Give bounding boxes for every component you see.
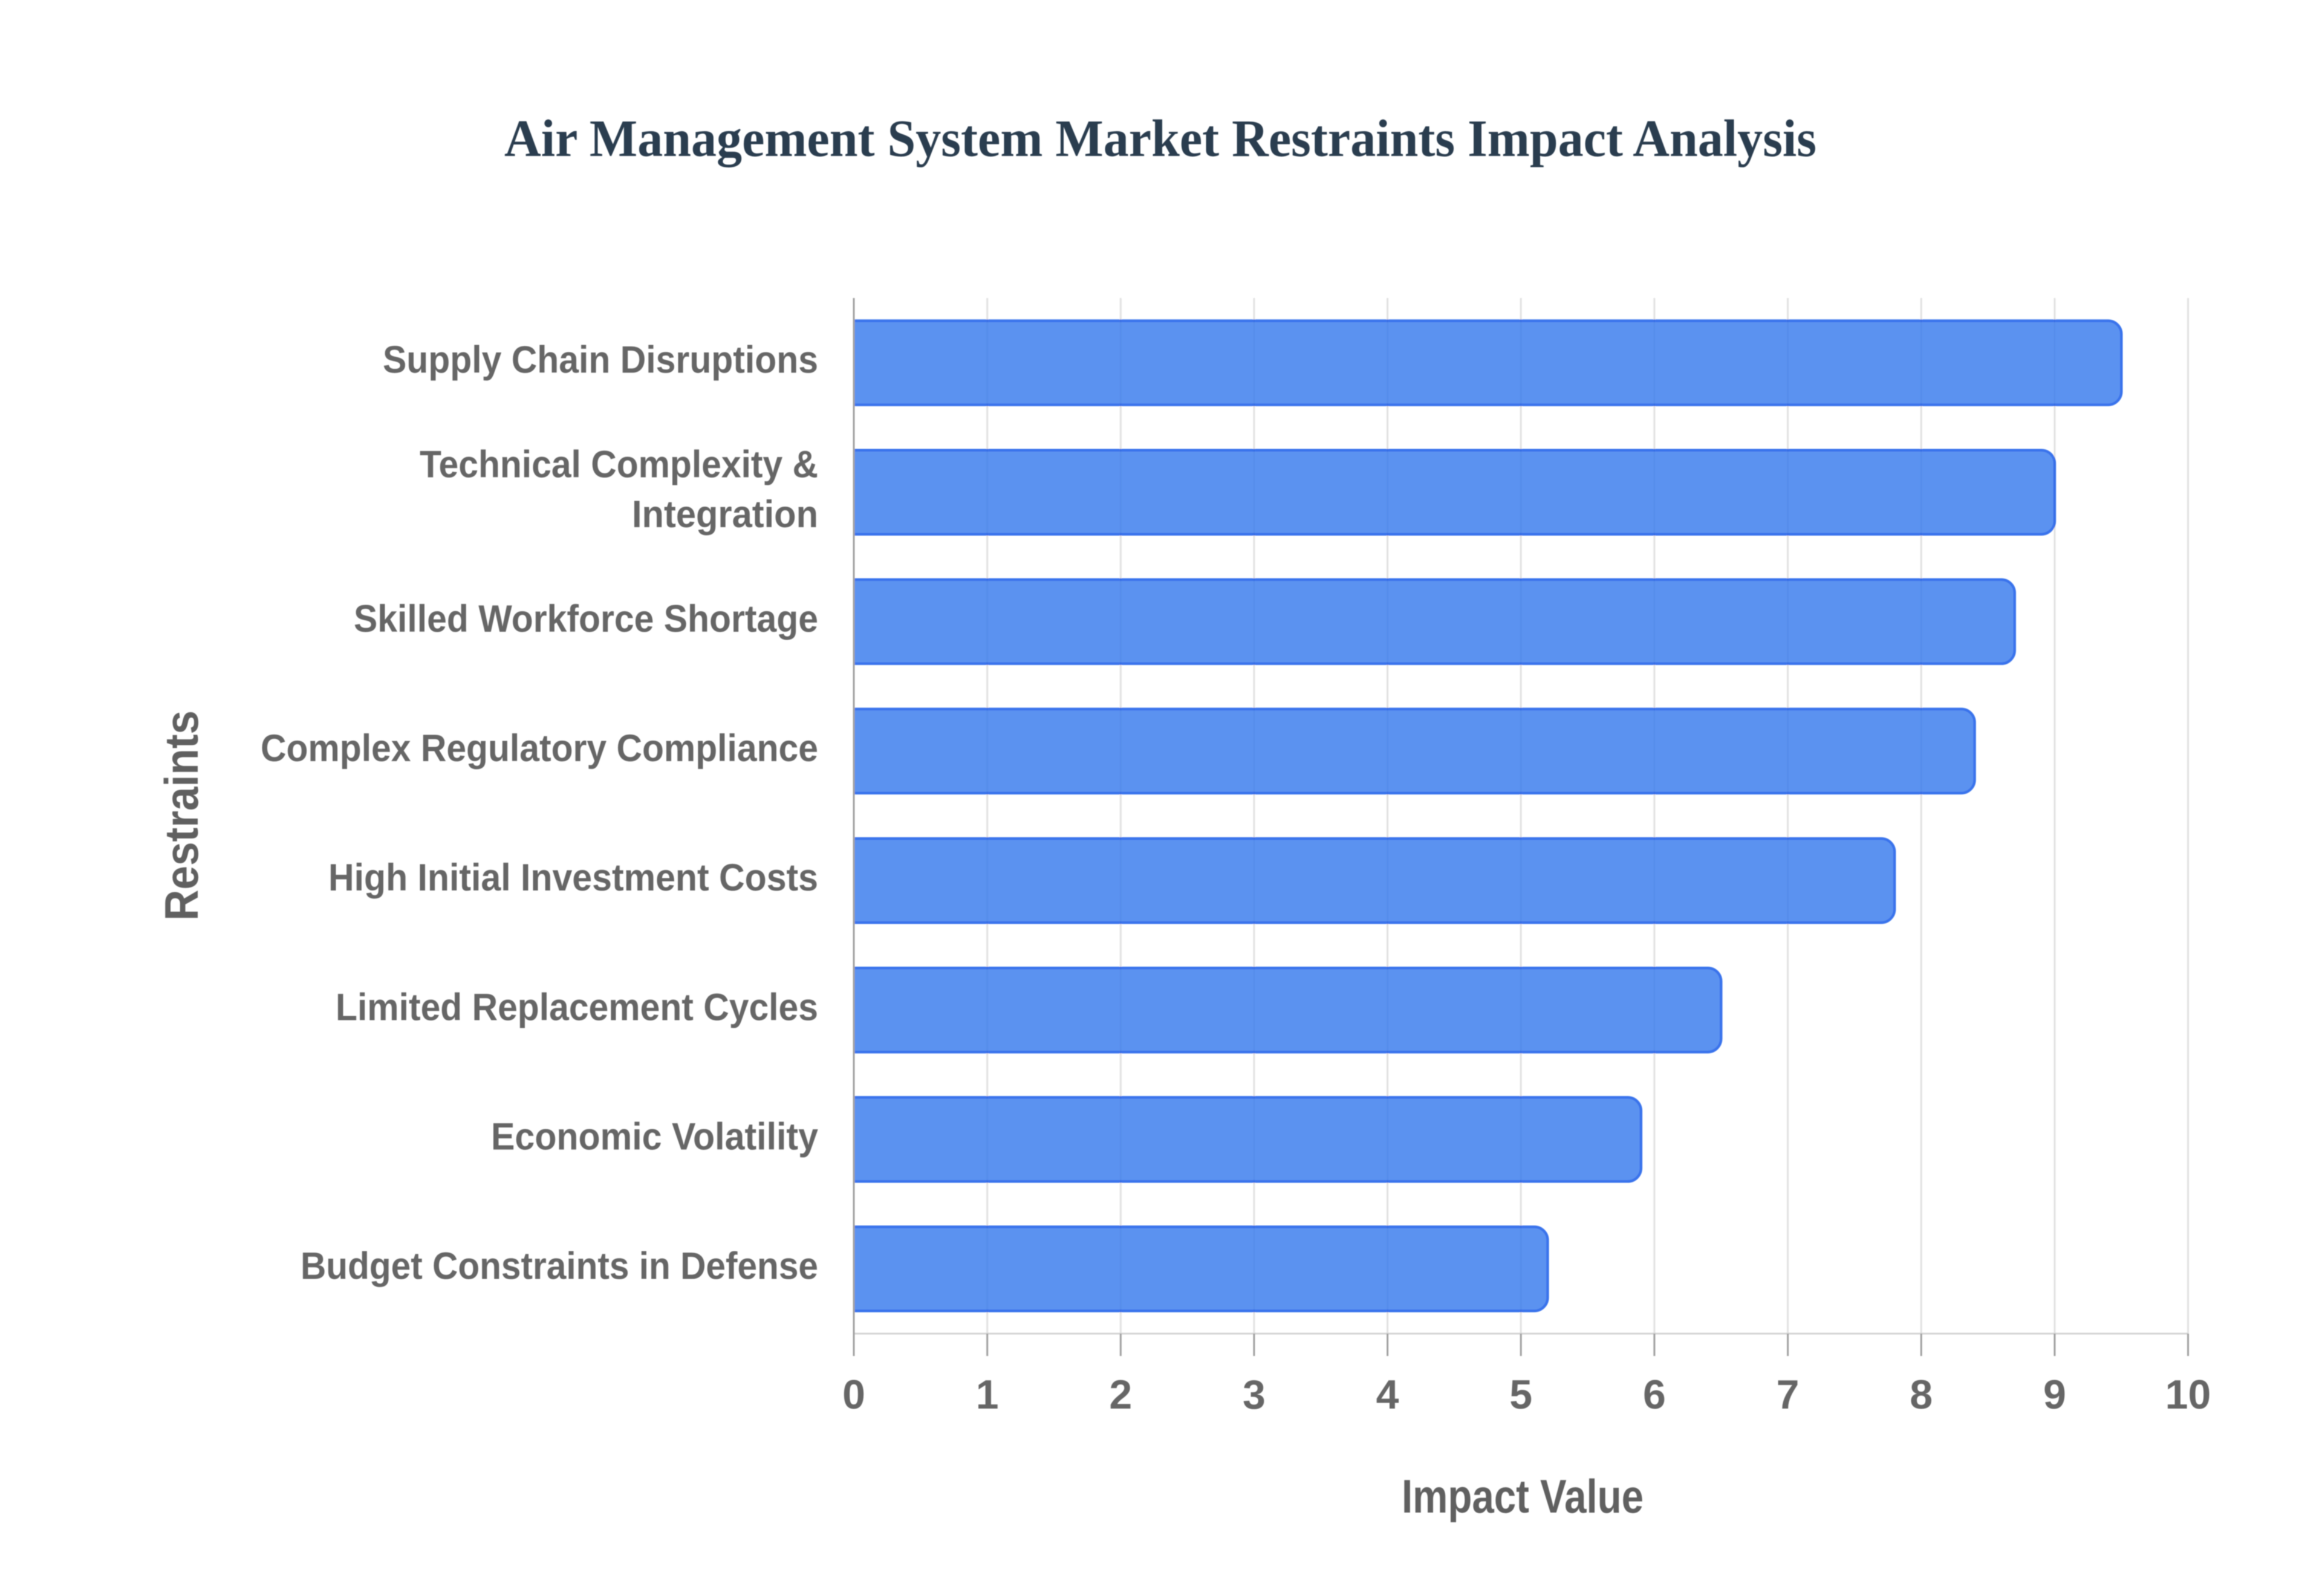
- svg-text:Supply Chain Disruptions: Supply Chain Disruptions: [383, 339, 818, 381]
- svg-text:Technical Complexity &: Technical Complexity &: [420, 444, 818, 486]
- svg-text:Limited Replacement Cycles: Limited Replacement Cycles: [336, 986, 818, 1028]
- svg-text:9: 9: [2043, 1372, 2066, 1418]
- svg-text:10: 10: [2165, 1372, 2211, 1418]
- svg-text:7: 7: [1777, 1372, 1800, 1418]
- svg-text:4: 4: [1376, 1372, 1399, 1418]
- svg-text:5: 5: [1509, 1372, 1532, 1418]
- svg-text:8: 8: [1910, 1372, 1933, 1418]
- svg-text:Budget Constraints in Defense: Budget Constraints in Defense: [301, 1245, 818, 1288]
- svg-text:Complex Regulatory Compliance: Complex Regulatory Compliance: [261, 727, 818, 770]
- svg-text:2: 2: [1109, 1372, 1132, 1418]
- svg-text:1: 1: [976, 1372, 999, 1418]
- svg-text:Impact Value: Impact Value: [1402, 1470, 1644, 1523]
- svg-text:Restraints: Restraints: [155, 710, 208, 921]
- svg-text:0: 0: [842, 1372, 865, 1418]
- svg-text:Skilled Workforce Shortage: Skilled Workforce Shortage: [354, 598, 818, 640]
- svg-text:6: 6: [1643, 1372, 1666, 1418]
- svg-text:High Initial Investment Costs: High Initial Investment Costs: [328, 857, 818, 899]
- svg-text:3: 3: [1243, 1372, 1266, 1418]
- svg-text:Air Management System Market R: Air Management System Market Restraints …: [504, 109, 1816, 167]
- svg-text:Economic Volatility: Economic Volatility: [491, 1116, 818, 1158]
- svg-text:Integration: Integration: [632, 493, 818, 536]
